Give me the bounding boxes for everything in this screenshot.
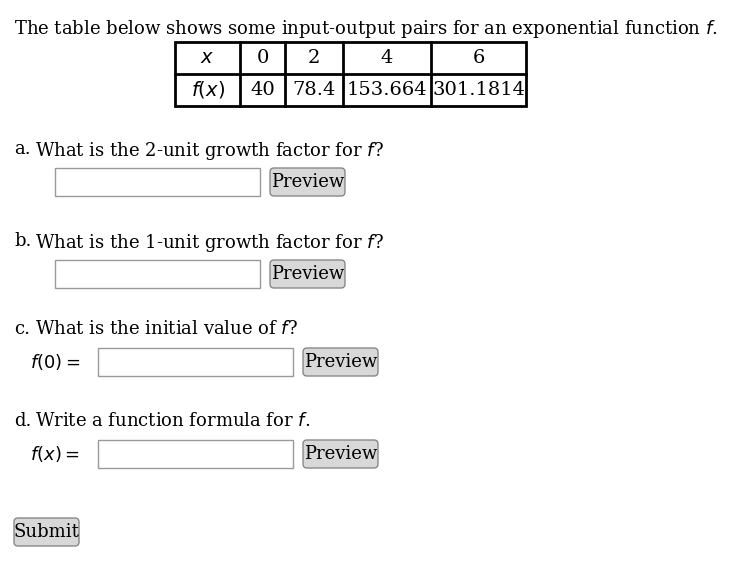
- FancyBboxPatch shape: [270, 168, 345, 196]
- Text: 153.664: 153.664: [346, 81, 427, 99]
- Text: 0: 0: [256, 49, 268, 67]
- Text: Preview: Preview: [304, 353, 377, 371]
- Text: d.: d.: [14, 412, 32, 430]
- FancyBboxPatch shape: [98, 440, 293, 468]
- FancyBboxPatch shape: [55, 260, 260, 288]
- Text: $f(x) =$: $f(x) =$: [30, 444, 80, 464]
- Text: 78.4: 78.4: [292, 81, 336, 99]
- Text: $f(0) =$: $f(0) =$: [30, 352, 80, 372]
- FancyBboxPatch shape: [98, 348, 293, 376]
- FancyBboxPatch shape: [14, 518, 79, 546]
- FancyBboxPatch shape: [303, 348, 378, 376]
- Text: b.: b.: [14, 232, 32, 250]
- Text: 6: 6: [472, 49, 484, 67]
- Text: Submit: Submit: [13, 523, 80, 541]
- FancyBboxPatch shape: [303, 440, 378, 468]
- Text: What is the 2-unit growth factor for $f$?: What is the 2-unit growth factor for $f$…: [35, 140, 384, 162]
- Text: Preview: Preview: [304, 445, 377, 463]
- Text: c.: c.: [14, 320, 30, 338]
- Text: $f(x)$: $f(x)$: [190, 80, 224, 101]
- FancyBboxPatch shape: [55, 168, 260, 196]
- Text: What is the 1-unit growth factor for $f$?: What is the 1-unit growth factor for $f$…: [35, 232, 384, 254]
- Text: 40: 40: [250, 81, 274, 99]
- Text: 4: 4: [381, 49, 393, 67]
- Text: The table below shows some input-output pairs for an exponential function $f$.: The table below shows some input-output …: [14, 18, 718, 40]
- Text: 2: 2: [308, 49, 320, 67]
- Text: Write a function formula for $f$.: Write a function formula for $f$.: [35, 412, 310, 430]
- Text: 301.1814: 301.1814: [432, 81, 525, 99]
- Text: Preview: Preview: [271, 173, 344, 191]
- Text: $x$: $x$: [200, 49, 214, 67]
- FancyBboxPatch shape: [175, 42, 526, 106]
- Text: a.: a.: [14, 140, 31, 158]
- FancyBboxPatch shape: [270, 260, 345, 288]
- Text: What is the initial value of $f$?: What is the initial value of $f$?: [35, 320, 298, 338]
- Text: Preview: Preview: [271, 265, 344, 283]
